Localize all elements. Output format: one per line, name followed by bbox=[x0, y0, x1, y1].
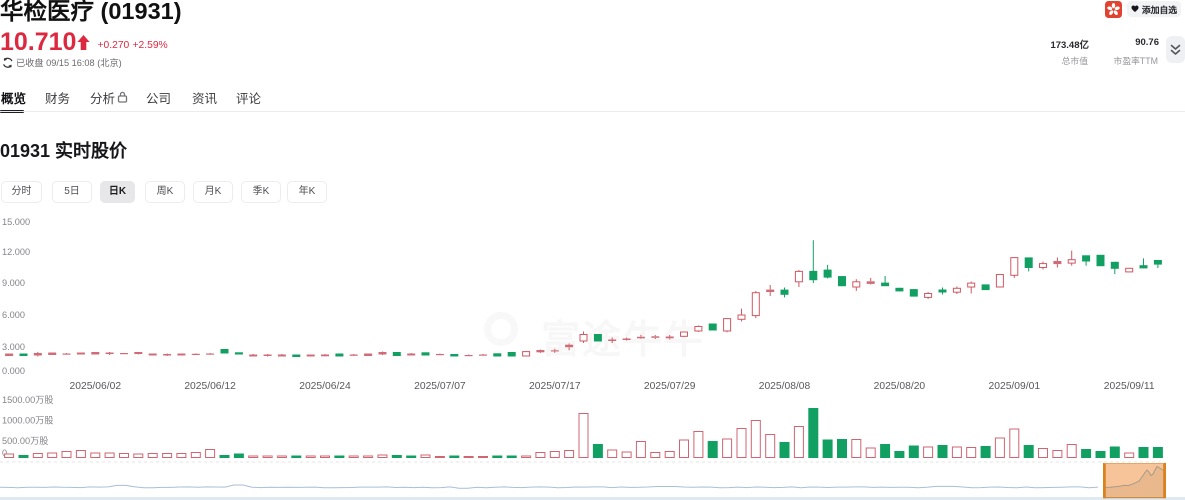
svg-text:1500.00万股: 1500.00万股 bbox=[2, 395, 54, 405]
svg-text:2025/06/24: 2025/06/24 bbox=[299, 381, 351, 392]
svg-text:500.00万股: 500.00万股 bbox=[2, 436, 48, 446]
svg-text:2025/08/08: 2025/08/08 bbox=[759, 381, 811, 392]
svg-text:9.000: 9.000 bbox=[2, 278, 25, 288]
svg-text:2025/07/07: 2025/07/07 bbox=[414, 381, 466, 392]
svg-text:1000.00万股: 1000.00万股 bbox=[2, 416, 54, 426]
svg-text:2025/06/12: 2025/06/12 bbox=[184, 381, 236, 392]
svg-text:6.000: 6.000 bbox=[2, 310, 25, 320]
svg-text:2025/09/11: 2025/09/11 bbox=[1104, 381, 1155, 392]
svg-text:2025/08/20: 2025/08/20 bbox=[874, 381, 926, 392]
svg-text:3.000: 3.000 bbox=[2, 342, 25, 352]
svg-text:2025/07/17: 2025/07/17 bbox=[529, 381, 581, 392]
svg-text:12.000: 12.000 bbox=[2, 247, 30, 257]
svg-text:0.000: 0.000 bbox=[2, 366, 25, 376]
svg-text:2025/09/01: 2025/09/01 bbox=[989, 381, 1041, 392]
svg-text:2025/07/29: 2025/07/29 bbox=[644, 381, 696, 392]
svg-text:15.000: 15.000 bbox=[2, 217, 30, 227]
svg-text:0: 0 bbox=[2, 448, 7, 458]
svg-text:2025/06/02: 2025/06/02 bbox=[70, 381, 122, 392]
